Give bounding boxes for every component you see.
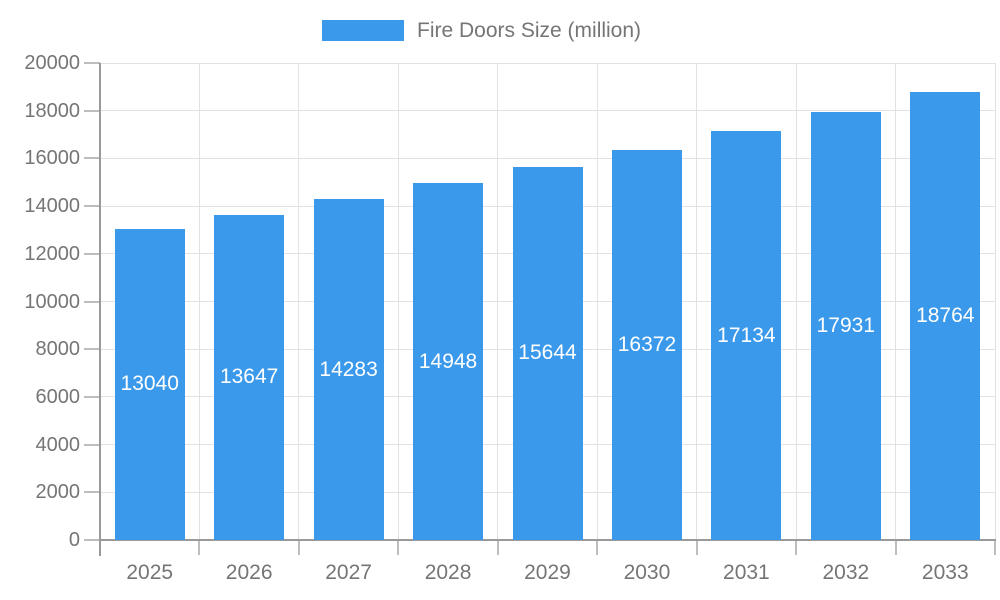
bar (512, 166, 583, 540)
x-axis-label: 2033 (921, 561, 969, 584)
y-axis-label: 16000 (24, 147, 80, 170)
bar (611, 149, 682, 540)
x-tick-mark (795, 540, 798, 555)
v-gridline (596, 63, 598, 540)
chart-legend: Fire Doors Size (million) (322, 18, 641, 43)
y-tick-mark (84, 252, 100, 255)
y-axis-label: 2000 (35, 481, 81, 504)
y-tick-mark (84, 443, 100, 446)
bar (810, 112, 881, 540)
y-axis-label: 18000 (24, 99, 80, 122)
x-axis-label: 2031 (723, 561, 770, 584)
y-tick-mark (84, 300, 100, 303)
x-tick-mark (297, 540, 300, 555)
y-tick-mark (84, 491, 100, 494)
y-axis-label: 20000 (24, 52, 80, 74)
bar-value-label: 15644 (518, 341, 577, 365)
v-gridline (696, 63, 698, 540)
v-gridline (895, 63, 897, 540)
v-gridline (397, 63, 399, 540)
x-axis-line (99, 539, 996, 541)
bar (214, 214, 285, 540)
y-axis-label: 6000 (35, 385, 81, 408)
h-gridline (100, 110, 995, 112)
bar (114, 228, 185, 540)
x-axis-label: 2032 (822, 561, 870, 584)
y-axis-label: 10000 (24, 290, 80, 313)
x-axis-label: 2029 (524, 561, 571, 584)
x-axis-label: 2030 (623, 561, 671, 584)
y-tick-mark (84, 62, 100, 64)
bar-value-label: 17134 (717, 323, 776, 347)
x-tick-mark (397, 540, 400, 555)
y-tick-mark (84, 109, 100, 112)
v-gridline (795, 63, 797, 540)
h-gridline (100, 62, 995, 64)
x-axis-label: 2028 (424, 561, 472, 584)
v-gridline (198, 63, 200, 540)
y-axis-label: 4000 (35, 433, 81, 456)
bar-value-label: 14283 (319, 357, 378, 381)
bar-value-label: 18764 (916, 304, 975, 328)
y-axis-line (99, 63, 101, 556)
x-tick-mark (198, 540, 201, 555)
legend-swatch (322, 20, 404, 41)
y-axis-label: 14000 (24, 195, 80, 218)
bar-value-label: 14948 (418, 349, 478, 373)
x-tick-mark (596, 540, 599, 555)
y-tick-mark (84, 205, 100, 208)
x-tick-mark (695, 540, 698, 555)
x-tick-mark (994, 540, 996, 555)
bar (910, 92, 981, 540)
y-axis-label: 8000 (35, 338, 81, 361)
bar-value-label: 17931 (816, 314, 876, 338)
y-tick-mark (84, 348, 100, 351)
x-axis-label: 2025 (126, 561, 174, 584)
bar (313, 199, 384, 540)
bar (711, 131, 782, 540)
v-gridline (994, 63, 996, 540)
x-tick-mark (496, 540, 499, 555)
y-tick-mark (84, 157, 100, 160)
x-tick-mark (894, 540, 897, 555)
y-axis-label: 0 (68, 529, 80, 551)
x-axis-label: 2026 (225, 561, 273, 584)
x-axis-label: 2027 (325, 561, 372, 584)
h-gridline (100, 157, 995, 159)
y-tick-mark (84, 395, 100, 398)
bar-value-label: 16372 (617, 332, 677, 356)
bar-value-label: 13647 (219, 365, 279, 389)
legend-label: Fire Doors Size (million) (417, 19, 642, 42)
v-gridline (497, 63, 499, 540)
bar (413, 183, 484, 540)
y-axis-label: 12000 (24, 242, 80, 265)
v-gridline (298, 63, 300, 540)
bar-value-label: 13040 (120, 372, 179, 396)
y-tick-mark (84, 539, 100, 541)
